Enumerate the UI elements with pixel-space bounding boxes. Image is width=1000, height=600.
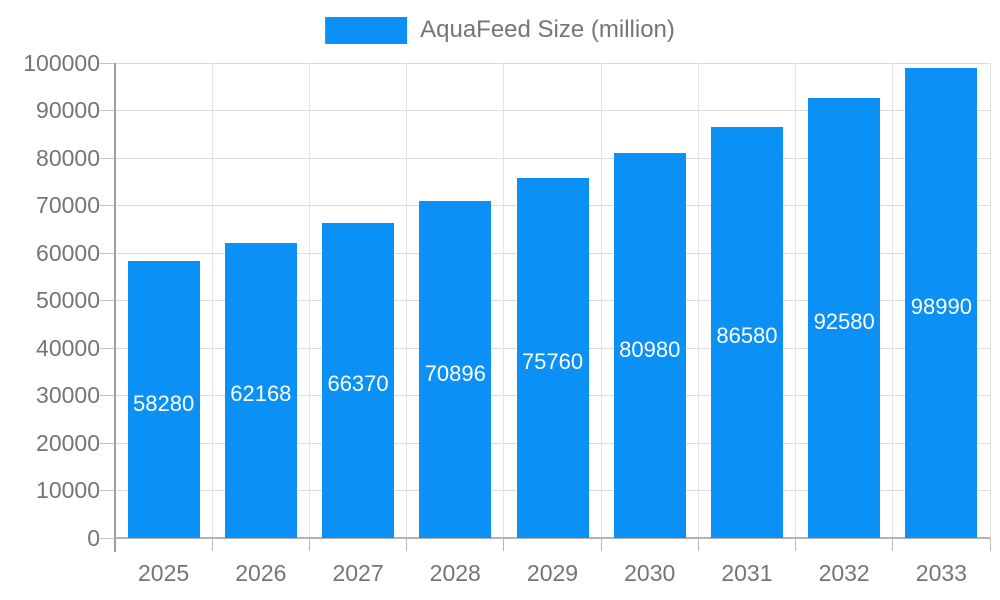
bar: [322, 222, 395, 538]
y-axis-tick: [100, 537, 115, 539]
y-axis-tick: [100, 347, 115, 349]
y-axis-tick-label: 10000: [36, 477, 100, 503]
x-axis-tick: [308, 538, 310, 551]
legend-label: AquaFeed Size (million): [420, 16, 675, 43]
x-axis-tick: [406, 538, 408, 551]
x-axis-tick-label: 2033: [915, 560, 967, 586]
gridline-horizontal: [115, 110, 990, 111]
y-axis-tick-label: 40000: [36, 334, 100, 361]
bar: [224, 242, 297, 538]
x-axis-tick: [892, 538, 894, 551]
x-axis-line: [115, 537, 990, 539]
bar-value-label: 66370: [327, 371, 389, 397]
x-axis-tick-label: 2031: [721, 560, 773, 586]
bar-value-label: 62168: [230, 381, 292, 407]
gridline-vertical: [892, 63, 894, 538]
x-axis-tick-label: 2026: [235, 560, 287, 586]
bar-value-label: 80980: [619, 336, 681, 362]
y-axis-tick-label: 80000: [36, 144, 100, 171]
bar-value-label: 86580: [716, 323, 778, 349]
bar: [808, 98, 881, 538]
x-axis-tick-label: 2025: [138, 560, 190, 586]
x-axis-tick-label: 2027: [332, 560, 384, 586]
bar: [127, 261, 200, 538]
bar: [516, 178, 589, 538]
bar: [905, 67, 978, 538]
gridline-vertical: [989, 63, 991, 538]
y-axis-tick-label: 50000: [36, 287, 100, 313]
x-axis-tick-label: 2029: [526, 560, 579, 586]
y-axis-tick-label: 20000: [36, 429, 100, 456]
x-axis-tick: [600, 538, 602, 551]
y-axis-tick-label: 60000: [36, 239, 100, 266]
bar: [613, 153, 686, 538]
bar: [710, 126, 783, 538]
x-axis-tick: [697, 538, 699, 551]
gridline-vertical: [308, 63, 310, 538]
y-axis-tick-label: 0: [87, 524, 100, 551]
gridline-vertical: [795, 63, 797, 538]
gridline-vertical: [600, 63, 602, 538]
x-axis-tick: [211, 538, 213, 551]
y-axis-tick: [100, 300, 115, 301]
bar: [419, 201, 492, 538]
gridline-vertical: [211, 63, 213, 538]
x-axis-tick-label: 2028: [429, 560, 481, 586]
y-axis-tick: [100, 490, 115, 491]
gridline-vertical: [697, 63, 699, 538]
y-axis-tick-label: 100000: [23, 49, 100, 76]
x-axis-tick-label: 2032: [818, 560, 870, 586]
x-axis-tick: [503, 538, 505, 551]
gridline-vertical: [406, 63, 408, 538]
gridline-vertical: [503, 63, 505, 538]
bar-value-label: 70896: [424, 360, 486, 386]
x-axis-tick: [795, 538, 797, 551]
legend-item[interactable]: AquaFeed Size (million): [325, 16, 675, 44]
y-axis-tick: [100, 157, 115, 159]
y-axis-tick: [100, 205, 115, 206]
y-axis-tick: [100, 442, 115, 444]
y-axis-tick: [100, 395, 115, 396]
bar-value-label: 58280: [133, 390, 195, 416]
y-axis-tick-label: 70000: [36, 192, 100, 218]
bar-value-label: 75760: [521, 349, 584, 375]
gridline-horizontal: [115, 62, 990, 64]
y-axis-tick: [100, 110, 115, 111]
bar-value-label: 98990: [910, 293, 972, 319]
y-axis-tick: [100, 252, 115, 254]
x-axis-tick-label: 2030: [624, 560, 676, 586]
legend-swatch: [325, 16, 408, 44]
y-axis-tick-label: 90000: [36, 97, 100, 123]
gridline-horizontal: [115, 157, 990, 159]
bar-value-label: 92580: [813, 309, 875, 335]
y-axis-tick-label: 30000: [36, 382, 100, 408]
x-axis-tick: [989, 538, 991, 551]
y-axis-line: [114, 63, 116, 552]
y-axis-tick: [100, 62, 115, 64]
